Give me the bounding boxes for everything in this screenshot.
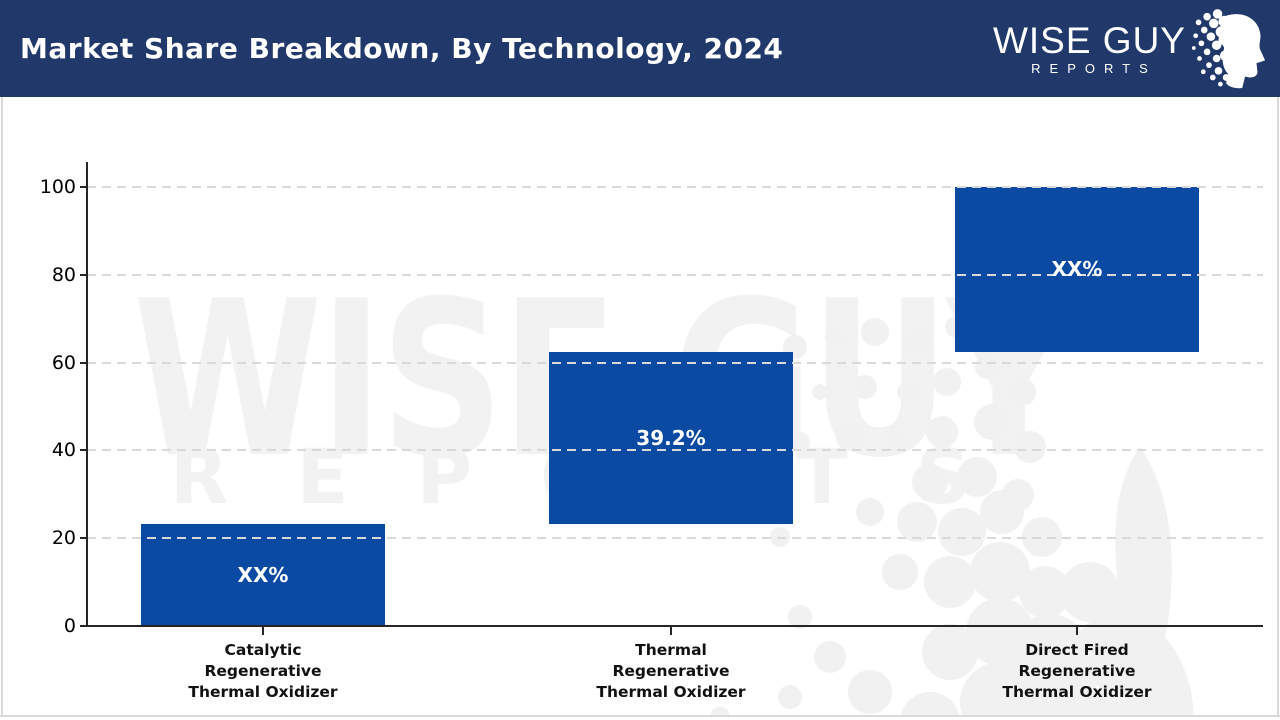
y-tick-label-20: 20	[51, 527, 76, 550]
logo-brand-text: WISE GUY	[992, 19, 1186, 61]
gridline-60	[87, 361, 1263, 364]
x-tick-2	[670, 627, 672, 635]
bar-3	[955, 187, 1199, 352]
bar-value-label-2: 39.2%	[636, 425, 706, 450]
bar-value-label-3: XX%	[1051, 257, 1103, 282]
gridline-40	[87, 449, 1263, 452]
logo-face-icon	[1191, 9, 1266, 89]
header-bar: Market Share Breakdown, By Technology, 2…	[0, 0, 1280, 97]
bar-2	[549, 351, 793, 524]
y-tick-label-60: 60	[51, 351, 76, 374]
y-tick-label-40: 40	[51, 439, 76, 462]
gridline-80	[87, 273, 1263, 276]
y-tick-label-80: 80	[51, 263, 76, 286]
y-tick-20	[80, 537, 87, 540]
panel-border-bottom	[0, 715, 1280, 717]
watermark-sub-text: REPORTS	[170, 432, 1039, 521]
y-tick-60	[80, 361, 87, 364]
watermark-face-pattern	[710, 317, 1194, 717]
watermark: WISE GUY REPORTS	[0, 97, 1280, 717]
bar-1	[141, 523, 385, 626]
bar-value-label-1: XX%	[237, 562, 289, 587]
panel-border-left	[1, 97, 3, 717]
category-label-1: Catalytic Regenerative Thermal Oxidizer	[188, 641, 338, 701]
x-axis-line	[86, 625, 1263, 627]
x-tick-3	[1076, 627, 1078, 635]
y-tick-40	[80, 449, 87, 452]
gridline-20	[87, 537, 1263, 540]
y-tick-100	[80, 186, 87, 188]
x-tick-1	[262, 627, 264, 635]
category-label-2: Thermal Regenerative Thermal Oxidizer	[596, 641, 746, 701]
chart-title: Market Share Breakdown, By Technology, 2…	[20, 32, 784, 65]
y-tick-0	[80, 625, 87, 627]
watermark-brand-text: WISE GUY	[133, 254, 1071, 505]
y-tick-label-100: 100	[39, 176, 76, 198]
y-tick-label-0: 0	[63, 615, 76, 637]
logo-sub-text: REPORTS	[1031, 61, 1157, 77]
panel-border-right	[1277, 97, 1279, 717]
gridline-100	[87, 186, 1263, 188]
category-label-3: Direct Fired Regenerative Thermal Oxidizer	[1002, 641, 1152, 701]
y-axis-line	[86, 162, 88, 627]
logo-text: WISE GUY REPORTS	[992, 19, 1186, 77]
y-tick-80	[80, 273, 87, 276]
wise-guy-reports-logo: WISE GUY REPORTS	[993, 6, 1266, 92]
